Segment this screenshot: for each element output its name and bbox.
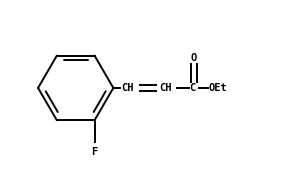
Text: C: C [190, 83, 196, 93]
Text: CH: CH [159, 83, 171, 93]
Text: CH: CH [121, 83, 134, 93]
Text: F: F [92, 147, 98, 157]
Text: O: O [191, 53, 197, 63]
Text: OEt: OEt [208, 83, 227, 93]
